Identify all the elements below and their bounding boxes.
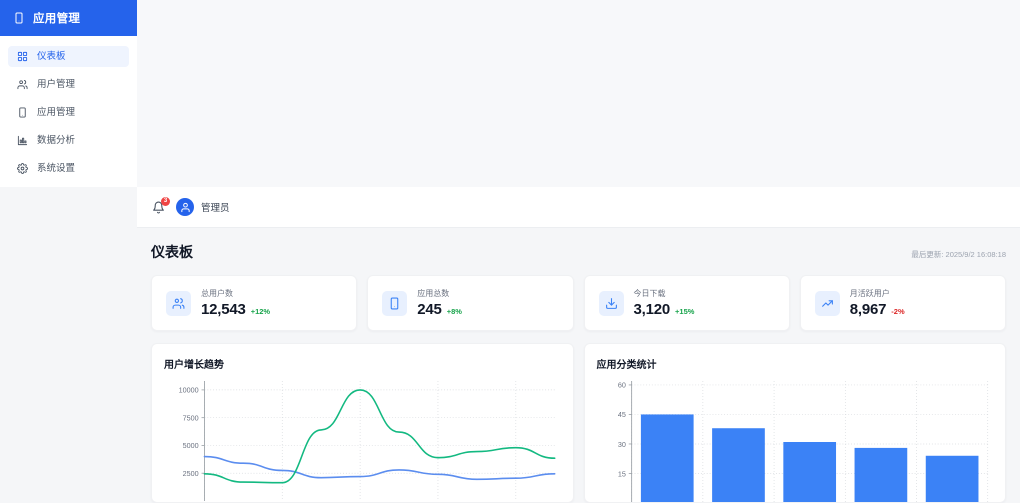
stat-label: 应用总数 <box>417 289 450 298</box>
sidebar-item-label: 系统设置 <box>37 162 76 174</box>
chart-title: 用户增长趋势 <box>164 360 224 371</box>
stat-row: 8,967 -2% <box>850 301 905 318</box>
page-header: 仪表板 最后更新: 2025/9/2 16:08:18 <box>151 242 1006 262</box>
stat-body: 应用总数 245 +8% <box>417 288 462 318</box>
chart-card-app-categories: 应用分类统计 15 30 45 60 <box>583 343 1006 503</box>
stat-card-total-users[interactable]: 总用户数 12,543 +12% <box>151 275 358 331</box>
main-area: 3 管理员 仪表板 最后更新: 2025/9/2 16:08:18 <box>137 0 1020 503</box>
svg-text:10000: 10000 <box>179 386 199 395</box>
stat-row: 3,120 +15% <box>634 301 695 318</box>
sidebar-item-dashboard[interactable]: 仪表板 <box>8 46 129 67</box>
user-chip[interactable]: 管理员 <box>176 198 230 216</box>
stat-value: 3,120 <box>633 301 671 318</box>
last-updated-text: 最后更新: 2025/9/2 16:08:18 <box>911 250 1006 259</box>
stat-label: 月活跃用户 <box>849 289 890 298</box>
stat-delta: +8% <box>446 307 462 316</box>
chart-card-user-growth: 用户增长趋势 2500 5000 7500 10000 <box>151 343 574 503</box>
dashboard-grid-icon <box>16 51 28 63</box>
sidebar-item-apps[interactable]: 应用管理 <box>8 102 129 123</box>
stat-row: 12,543 +12% <box>201 301 270 318</box>
svg-text:30: 30 <box>617 440 625 449</box>
user-name: 管理员 <box>201 203 230 214</box>
sidebar: 应用管理 仪表板 <box>0 0 137 187</box>
stat-body: 总用户数 12,543 +12% <box>201 288 270 318</box>
line-chart: 2500 5000 7500 10000 <box>179 381 556 501</box>
stat-card-grid: 总用户数 12,543 +12% <box>151 275 1006 331</box>
download-icon <box>598 290 624 316</box>
svg-text:60: 60 <box>617 381 625 390</box>
users-icon <box>16 79 28 91</box>
tablet-icon <box>12 11 26 25</box>
stat-card-today-downloads[interactable]: 今日下载 3,120 +15% <box>583 275 790 331</box>
sidebar-brand: 应用管理 <box>0 0 137 36</box>
sidebar-item-label: 应用管理 <box>37 106 76 118</box>
stat-value: 245 <box>417 301 442 318</box>
sidebar-item-label: 数据分析 <box>37 134 76 146</box>
stat-card-total-apps[interactable]: 应用总数 245 +8% <box>367 275 574 331</box>
stat-body: 今日下载 3,120 +15% <box>634 288 695 318</box>
svg-text:2500: 2500 <box>183 469 199 478</box>
sidebar-item-label: 仪表板 <box>37 50 66 62</box>
stat-label: 今日下载 <box>633 289 666 298</box>
notification-badge: 3 <box>161 196 170 206</box>
page-title: 仪表板 <box>151 244 193 260</box>
dashboard-content: 仪表板 最后更新: 2025/9/2 16:08:18 总 <box>137 228 1020 503</box>
stat-card-monthly-active-users[interactable]: 月活跃用户 8,967 -2% <box>799 275 1006 331</box>
trending-up-icon <box>814 290 840 316</box>
chart-grid: 用户增长趋势 2500 5000 7500 10000 应用分类统计 15 30 45 60 <box>151 343 1006 503</box>
bell-icon[interactable]: 3 <box>151 196 170 215</box>
chart-title: 应用分类统计 <box>596 360 657 371</box>
stat-delta: -2% <box>891 307 905 316</box>
stat-body: 月活跃用户 8,967 -2% <box>850 288 905 318</box>
sidebar-item-analytics[interactable]: 数据分析 <box>8 130 129 151</box>
bar-chart-icon <box>16 135 28 147</box>
stat-delta: +12% <box>250 307 271 316</box>
main-blank-region <box>137 0 1020 187</box>
svg-text:45: 45 <box>617 410 625 419</box>
gear-icon <box>16 163 28 175</box>
users-icon <box>166 290 191 316</box>
top-bar: 3 管理员 <box>137 187 1020 228</box>
tablet-icon <box>16 107 28 119</box>
svg-text:5000: 5000 <box>183 441 199 450</box>
sidebar-nav: 仪表板 用户管理 <box>0 36 137 179</box>
stat-label: 总用户数 <box>201 289 233 298</box>
stat-value: 8,967 <box>849 301 887 318</box>
bar-chart: 15 30 45 60 <box>617 381 988 502</box>
sidebar-item-users[interactable]: 用户管理 <box>8 74 129 95</box>
brand-title: 应用管理 <box>33 13 81 25</box>
svg-text:15: 15 <box>617 469 625 478</box>
sidebar-item-settings[interactable]: 系统设置 <box>8 158 129 179</box>
stat-row: 245 +8% <box>417 301 462 318</box>
tablet-icon <box>382 290 408 316</box>
svg-text:7500: 7500 <box>183 413 199 422</box>
stat-delta: +15% <box>675 307 695 316</box>
avatar <box>176 198 194 216</box>
sidebar-item-label: 用户管理 <box>37 78 76 90</box>
stat-value: 12,543 <box>201 301 246 318</box>
